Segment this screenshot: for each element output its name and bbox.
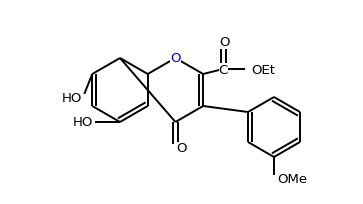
Text: C: C <box>219 63 228 76</box>
Text: OEt: OEt <box>251 63 275 76</box>
Text: HO: HO <box>62 92 82 105</box>
Text: OMe: OMe <box>277 173 307 186</box>
Text: O: O <box>219 36 229 49</box>
Text: HO: HO <box>73 116 93 129</box>
Text: O: O <box>176 142 187 155</box>
Text: O: O <box>170 52 181 65</box>
